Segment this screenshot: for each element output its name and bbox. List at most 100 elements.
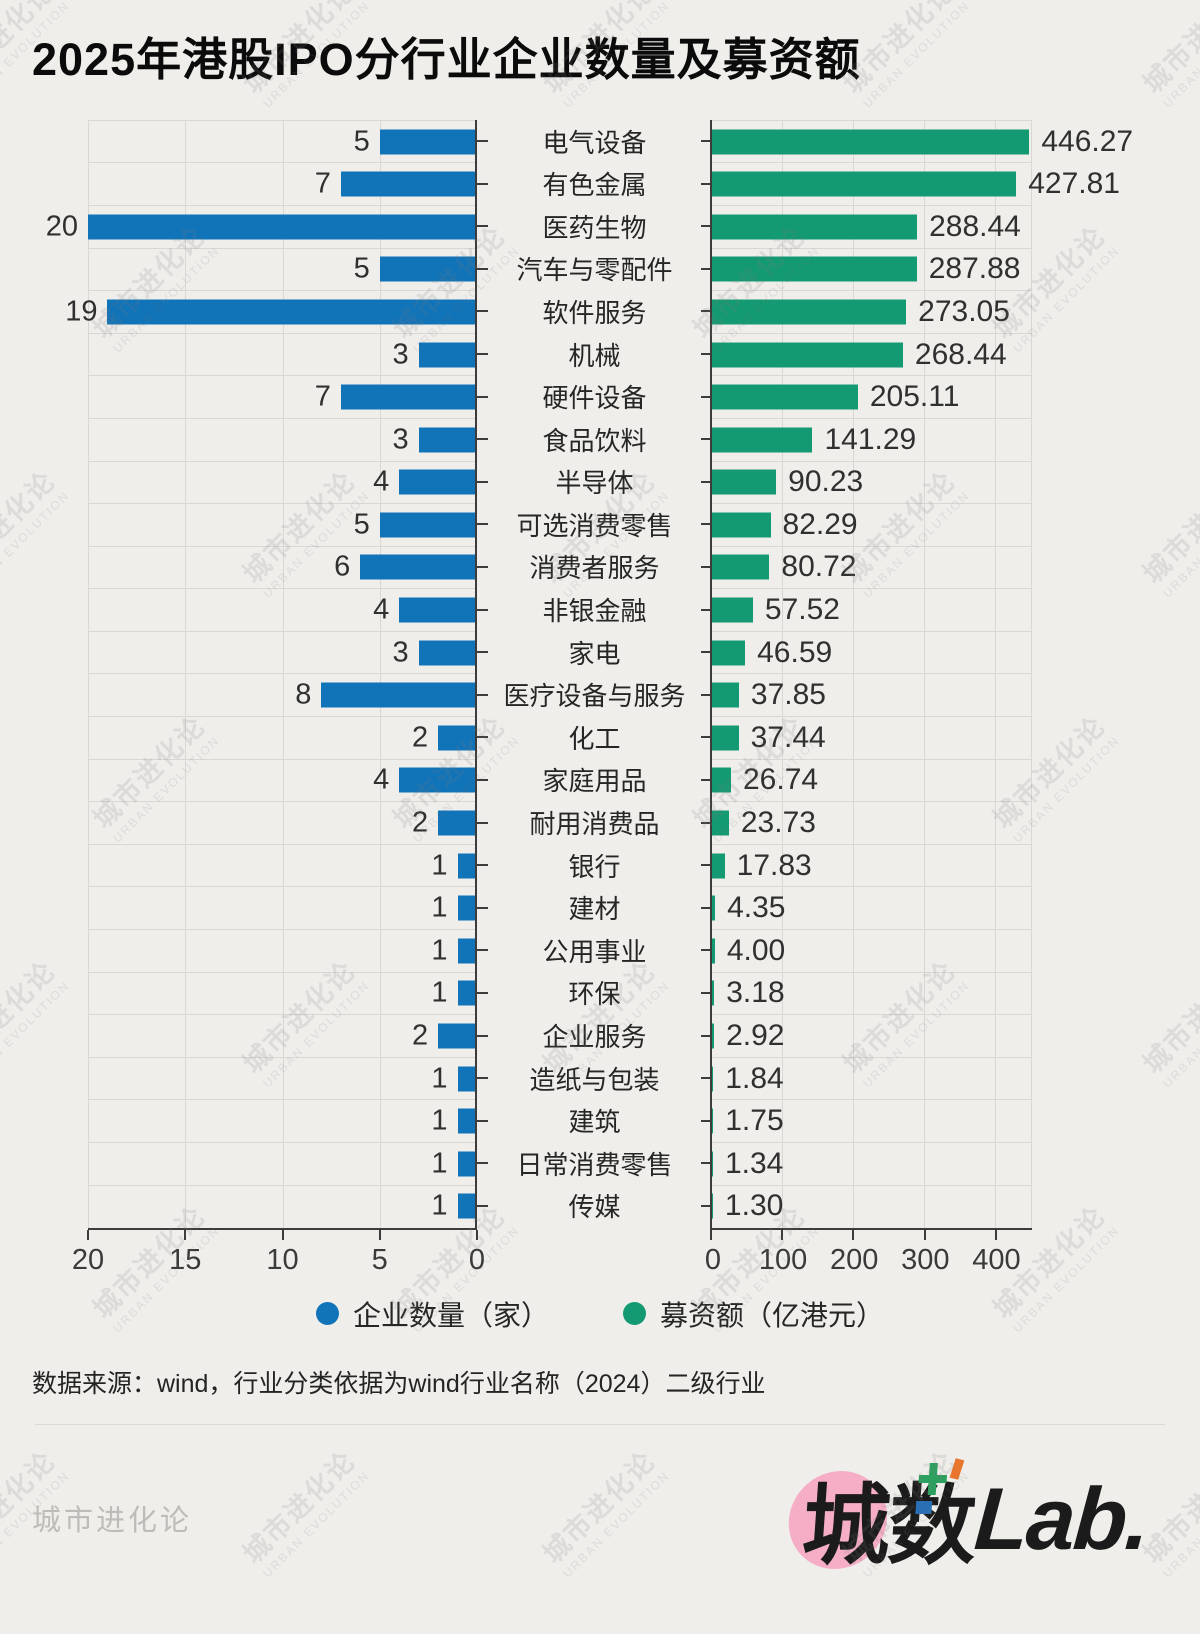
company-count-value: 8 — [295, 678, 312, 711]
fundraise-value: 82.29 — [782, 507, 858, 541]
company-count-bar — [418, 427, 477, 453]
chart-row: 1 银行 17.83 — [0, 843, 1200, 887]
company-count-cell: 2 — [88, 1014, 477, 1057]
company-count-cell: 7 — [88, 162, 477, 205]
fundraise-cell: 1.84 — [712, 1056, 1032, 1100]
footer-divider — [35, 1423, 1165, 1425]
company-count-cell: 5 — [88, 247, 477, 291]
fundraise-bar — [712, 129, 1030, 155]
company-count-cell: 7 — [88, 375, 477, 418]
row-left-margin — [0, 375, 88, 418]
category-label: 日常消费零售 — [477, 1142, 712, 1185]
fundraise-value: 1.84 — [725, 1061, 784, 1095]
fundraise-cell: 80.72 — [712, 545, 1032, 589]
fundraise-cell: 4.00 — [712, 929, 1032, 972]
fundraise-value: 3.18 — [726, 976, 785, 1010]
left-axis-tick-labels: 20 15 10 5 0 — [71, 1243, 486, 1276]
category-label: 硬件设备 — [477, 375, 712, 418]
fundraise-value: 26.74 — [743, 763, 819, 797]
company-count-value: 1 — [431, 934, 448, 967]
fundraise-value: 273.05 — [918, 294, 1010, 328]
company-count-bar — [360, 554, 477, 580]
company-count-cell: 1 — [88, 886, 477, 929]
company-count-cell: 5 — [88, 503, 477, 546]
category-label: 可选消费零售 — [477, 503, 712, 546]
fundraise-cell: 1.34 — [712, 1142, 1032, 1185]
chart-row: 1 公用事业 4.00 — [0, 929, 1200, 972]
fundraise-bar — [712, 1023, 715, 1049]
chart-row: 2 耐用消费品 23.73 — [0, 801, 1200, 844]
fundraise-bar — [712, 767, 731, 793]
chart-row: 3 食品饮料 141.29 — [0, 417, 1200, 461]
category-label: 医疗设备与服务 — [477, 673, 712, 716]
chart-row: 6 消费者服务 80.72 — [0, 545, 1200, 589]
chengshu-lab-logo: 城数 Lab. — [785, 1455, 1153, 1582]
fundraise-bar — [712, 1066, 714, 1092]
company-count-cell: 1 — [88, 929, 477, 972]
fundraise-bar — [712, 1193, 713, 1219]
legend-label: 募资额（亿港元） — [660, 1299, 885, 1331]
company-count-cell: 2 — [88, 716, 477, 759]
category-label: 传媒 — [477, 1185, 712, 1228]
company-count-bar — [457, 938, 477, 964]
company-count-value: 2 — [411, 1019, 429, 1052]
company-count-cell: 3 — [88, 417, 477, 461]
company-count-value: 4 — [373, 465, 390, 498]
fundraise-cell: 288.44 — [712, 204, 1032, 248]
company-count-bar — [399, 469, 477, 495]
company-count-bar — [438, 725, 477, 751]
fundraise-value: 4.00 — [726, 933, 786, 967]
category-label: 家庭用品 — [477, 759, 712, 802]
row-left-margin — [0, 333, 88, 376]
logo-latin-text: Lab. — [971, 1468, 1152, 1568]
fundraise-bar — [712, 214, 918, 240]
chart-row: 3 家电 46.59 — [0, 630, 1200, 674]
company-count-value: 1 — [431, 1189, 448, 1222]
company-count-cell: 2 — [88, 801, 477, 844]
category-label: 软件服务 — [477, 290, 712, 333]
fundraise-bar — [712, 725, 739, 751]
company-count-cell: 4 — [88, 588, 477, 631]
company-count-value: 1 — [431, 1062, 448, 1095]
company-count-value: 6 — [334, 550, 351, 583]
category-label: 造纸与包装 — [477, 1057, 712, 1100]
chart-row: 2 化工 37.44 — [0, 716, 1200, 759]
company-count-cell: 1 — [88, 1184, 477, 1228]
fundraise-value: 90.23 — [788, 465, 864, 499]
chart-row: 19 软件服务 273.05 — [0, 290, 1200, 333]
company-count-bar — [321, 682, 477, 708]
legend-dot-blue-icon — [315, 1302, 339, 1326]
row-left-margin — [0, 503, 88, 546]
chart-row: 4 非银金融 57.52 — [0, 588, 1200, 631]
chart-row: 1 传媒 1.30 — [0, 1184, 1200, 1228]
fundraise-cell: 37.85 — [712, 673, 1032, 716]
left-chart-x-axis — [87, 1227, 478, 1240]
fundraise-cell: 273.05 — [712, 290, 1032, 333]
chart-row: 2 企业服务 2.92 — [0, 1014, 1200, 1057]
row-left-margin — [0, 972, 88, 1015]
fundraise-cell: 26.74 — [712, 758, 1032, 802]
category-label: 食品饮料 — [477, 418, 712, 461]
company-count-value: 4 — [373, 593, 390, 626]
fundraise-bar — [712, 256, 917, 282]
company-count-value: 3 — [392, 423, 409, 456]
company-count-bar — [107, 299, 477, 325]
fundraise-bar — [712, 682, 739, 708]
company-count-bar — [457, 895, 477, 921]
right-chart-x-axis — [709, 1227, 1032, 1240]
fundraise-cell: 427.81 — [712, 162, 1120, 205]
fundraise-value: 446.27 — [1041, 124, 1134, 158]
row-left-margin — [0, 716, 88, 759]
company-count-bar — [379, 129, 477, 155]
chart-row: 4 家庭用品 26.74 — [0, 758, 1200, 802]
fundraise-value: 17.83 — [736, 848, 812, 882]
fundraise-bar — [712, 384, 858, 410]
company-count-value: 1 — [431, 1104, 448, 1137]
fundraise-value: 268.44 — [914, 337, 1007, 371]
fundraise-bar — [712, 1151, 713, 1177]
category-label: 汽车与零配件 — [477, 248, 712, 291]
fundraise-value: 80.72 — [781, 550, 857, 584]
company-count-value: 20 — [45, 210, 78, 243]
fundraise-cell: 90.23 — [712, 460, 1032, 504]
right-chart-category-axis — [710, 119, 712, 1230]
